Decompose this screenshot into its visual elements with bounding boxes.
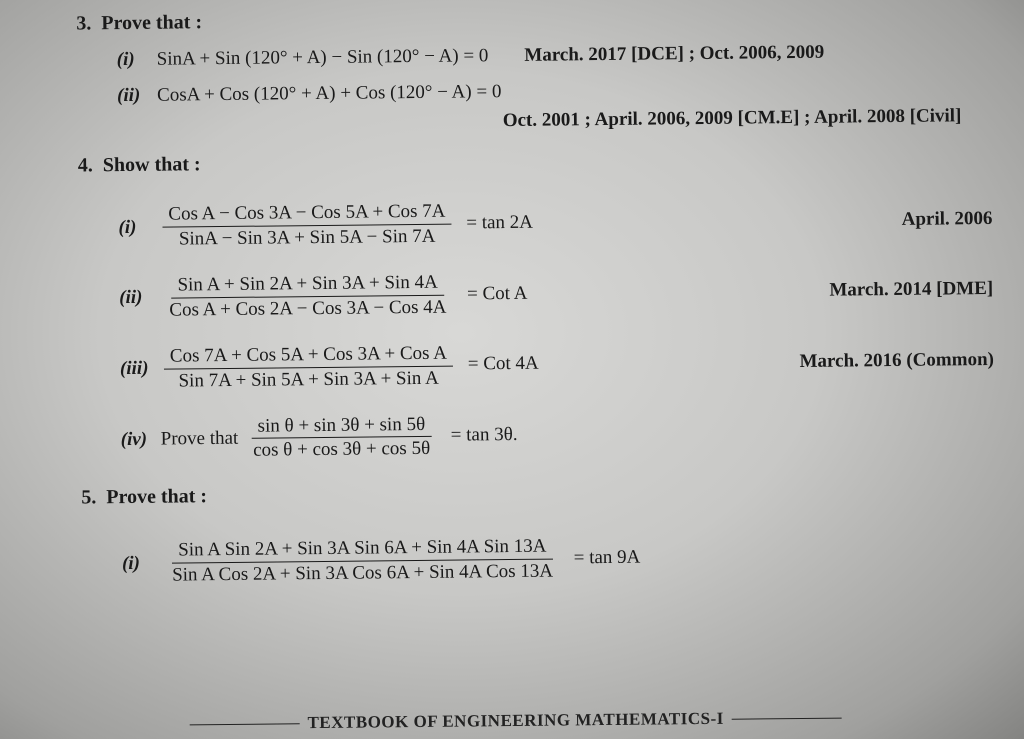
question-3: 3. Prove that : (i) SinA + Sin (120° + A…	[76, 1, 991, 138]
part-label: (i)	[122, 551, 162, 577]
q3-number: 3.	[76, 12, 91, 34]
exam-ref: Oct. 2001 ; April. 2006, 2009 [CM.E] ; A…	[503, 104, 962, 134]
fraction: Cos A − Cos 3A − Cos 5A + Cos 7A SinA − …	[162, 202, 452, 250]
footer-rule-right	[732, 718, 842, 720]
numerator: sin θ + sin 3θ + sin 5θ	[252, 414, 432, 439]
q3-title: Prove that :	[101, 11, 202, 34]
part-label: (i)	[118, 214, 158, 240]
q3-part-ii: (ii) CosA + Cos (120° + A) + Cos (120° −…	[117, 74, 991, 109]
part-label: (iii)	[120, 356, 160, 382]
numerator: Cos 7A + Cos 5A + Cos 3A + Cos A	[164, 343, 453, 369]
q4-number: 4.	[78, 154, 93, 176]
fraction: sin θ + sin 3θ + sin 5θ cos θ + cos 3θ +…	[247, 414, 436, 461]
exam-ref: March. 2016 (Common)	[781, 347, 994, 375]
math-expr: SinA + Sin (120° + A) − Sin (120° − A) =…	[157, 43, 489, 72]
denominator: Sin A Cos 2A + Sin 3A Cos 6A + Sin 4A Co…	[166, 560, 559, 586]
footer-rule-left	[190, 723, 300, 725]
question-5: 5. Prove that : (i) Sin A Sin 2A + Sin 3…	[81, 475, 996, 586]
page-content: 3. Prove that : (i) SinA + Sin (120° + A…	[0, 0, 1024, 739]
denominator: Cos A + Cos 2A − Cos 3A − Cos 4A	[163, 295, 452, 320]
math-expr: Prove that sin θ + sin 3θ + sin 5θ cos θ…	[160, 413, 523, 462]
q4-part-ii: (ii) Sin A + Sin 2A + Sin 3A + Sin 4A Co…	[119, 267, 993, 321]
part-label: (ii)	[117, 82, 157, 108]
numerator: Cos A − Cos 3A − Cos 5A + Cos 7A	[162, 202, 451, 228]
question-4: 4. Show that : (i) Cos A − Cos 3A − Cos …	[78, 143, 995, 463]
denominator: SinA − Sin 3A + Sin 5A − Sin 7A	[173, 225, 442, 250]
q4-part-iii: (iii) Cos 7A + Cos 5A + Cos 3A + Cos A S…	[120, 338, 994, 392]
q3-part-i: (i) SinA + Sin (120° + A) − Sin (120° − …	[117, 38, 991, 73]
part-label: (i)	[117, 47, 157, 73]
math-expr: Cos A − Cos 3A − Cos 5A + Cos 7A SinA − …	[158, 201, 539, 250]
q3-ii-ref-line: Oct. 2001 ; April. 2006, 2009 [CM.E] ; A…	[77, 104, 961, 139]
exam-ref: April. 2006	[884, 205, 993, 232]
q5-title: Prove that :	[106, 486, 207, 509]
q5-part-i: (i) Sin A Sin 2A + Sin 3A Sin 6A + Sin 4…	[122, 532, 996, 586]
footer-text: TEXTBOOK OF ENGINEERING MATHEMATICS-I	[307, 708, 724, 735]
numerator: Sin A + Sin 2A + Sin 3A + Sin 4A	[171, 273, 443, 299]
q5-number: 5.	[81, 487, 96, 509]
fraction: Cos 7A + Cos 5A + Cos 3A + Cos A Sin 7A …	[164, 343, 454, 391]
math-expr: Sin A + Sin 2A + Sin 3A + Sin 4A Cos A +…	[159, 272, 534, 321]
page-footer: TEXTBOOK OF ENGINEERING MATHEMATICS-I	[4, 705, 1024, 739]
lead-text: Prove that	[161, 427, 239, 449]
math-expr: CosA + Cos (120° + A) + Cos (120° − A) =…	[157, 79, 502, 108]
part-label: (ii)	[119, 285, 159, 311]
denominator: Sin 7A + Sin 5A + Sin 3A + Sin A	[172, 366, 444, 391]
fraction: Sin A Sin 2A + Sin 3A Sin 6A + Sin 4A Si…	[166, 537, 559, 586]
q4-part-iv: (iv) Prove that sin θ + sin 3θ + sin 5θ …	[120, 408, 994, 462]
rhs: = Cot A	[467, 282, 528, 304]
exam-ref: March. 2014 [DME]	[811, 276, 993, 304]
q4-part-i: (i) Cos A − Cos 3A − Cos 5A + Cos 7A Sin…	[118, 196, 992, 250]
denominator: cos θ + cos 3θ + cos 5θ	[247, 437, 436, 461]
rhs: = tan 3θ.	[451, 424, 518, 446]
rhs: = Cot 4A	[468, 353, 539, 375]
exam-ref: March. 2017 [DCE] ; Oct. 2006, 2009	[506, 40, 824, 69]
rhs: = tan 2A	[466, 211, 533, 233]
part-label: (iv)	[121, 427, 161, 453]
math-expr: Cos 7A + Cos 5A + Cos 3A + Cos A Sin 7A …	[160, 342, 545, 391]
q4-title: Show that :	[103, 153, 201, 176]
rhs: = tan 9A	[574, 547, 641, 569]
math-expr: Sin A Sin 2A + Sin 3A Sin 6A + Sin 4A Si…	[162, 536, 647, 586]
fraction: Sin A + Sin 2A + Sin 3A + Sin 4A Cos A +…	[163, 272, 453, 320]
